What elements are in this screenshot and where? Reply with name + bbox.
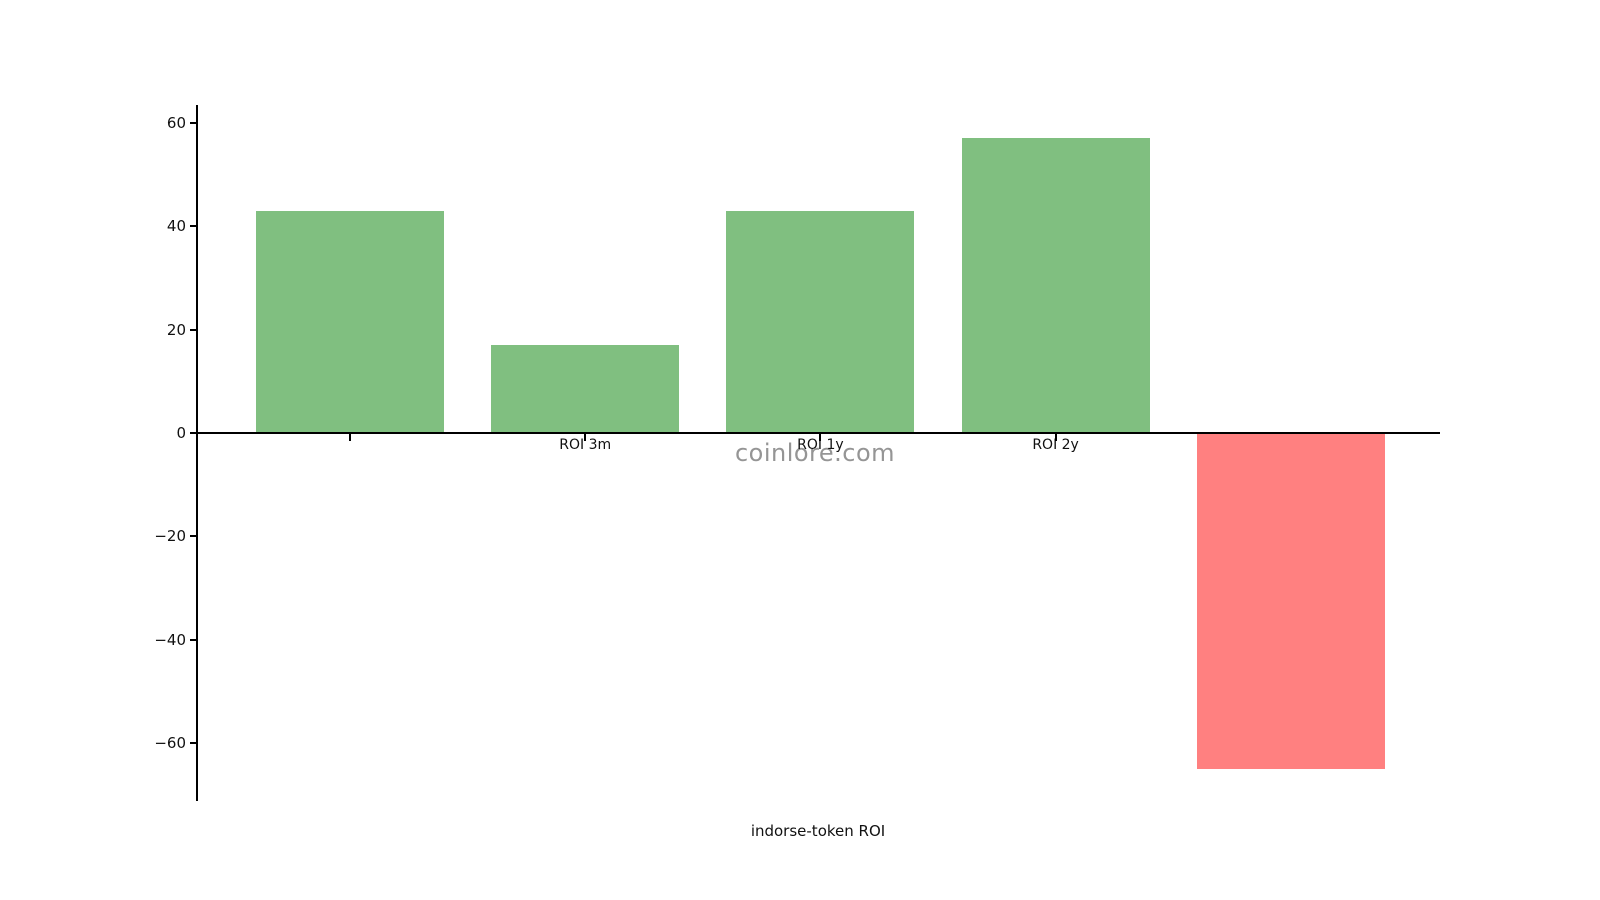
bar-category-5 — [1196, 433, 1385, 770]
y-tick-mark — [190, 225, 196, 228]
y-tick-label: 0 — [176, 424, 186, 442]
y-tick-mark — [190, 121, 196, 124]
x-tick-mark — [584, 434, 587, 441]
bar-category-1 — [256, 210, 444, 433]
x-tick-label: ROI 1y — [797, 437, 844, 453]
y-tick-label: 40 — [166, 217, 186, 236]
watermark: coinlore.com — [734, 439, 896, 467]
y-tick-label: −60 — [154, 734, 186, 753]
y-tick-label: −20 — [154, 527, 186, 546]
x-tick-mark — [1054, 434, 1057, 441]
x-tick-label: ROI 3m — [559, 437, 612, 453]
x-tick-mark — [819, 434, 822, 441]
y-tick-mark — [190, 742, 196, 745]
x-axis-zero-line — [196, 432, 1440, 434]
y-tick-mark — [190, 638, 196, 641]
y-tick-mark — [190, 328, 196, 331]
x-tick-label: ROI 2y — [1032, 437, 1079, 453]
chart-title: indorse-token ROI — [750, 822, 886, 840]
y-axis-line — [196, 105, 198, 801]
bar-roi-3m — [491, 345, 680, 433]
bar-roi-2y — [961, 138, 1150, 433]
y-tick-label: 60 — [166, 113, 186, 132]
y-tick-label: −40 — [154, 630, 186, 649]
y-tick-mark — [190, 432, 196, 434]
y-tick-label: 20 — [166, 320, 186, 339]
bar-roi-1y — [726, 210, 915, 433]
x-tick-mark — [349, 434, 351, 441]
y-tick-mark — [190, 535, 196, 538]
